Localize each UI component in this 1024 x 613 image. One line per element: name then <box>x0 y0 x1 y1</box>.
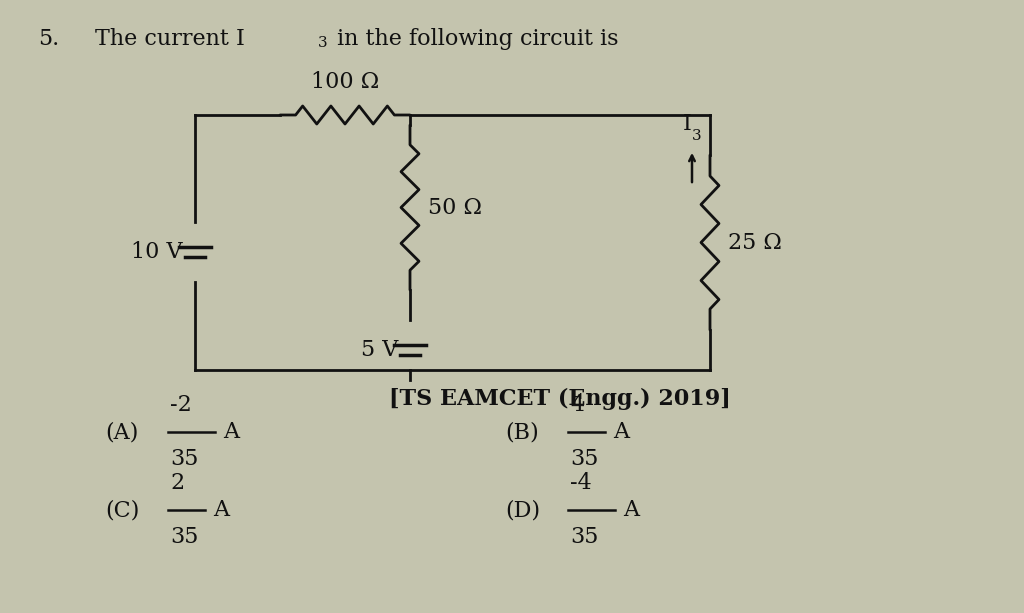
Text: [TS EAMCET (Engg.) 2019]: [TS EAMCET (Engg.) 2019] <box>389 388 731 410</box>
Text: A: A <box>213 499 229 521</box>
Text: 2: 2 <box>170 472 184 494</box>
Text: 35: 35 <box>570 526 598 548</box>
Text: 3: 3 <box>692 129 701 143</box>
Text: A: A <box>223 421 239 443</box>
Text: (A): (A) <box>105 421 138 443</box>
Text: 5 V: 5 V <box>360 339 398 361</box>
Text: 3: 3 <box>318 36 328 50</box>
Text: 35: 35 <box>570 448 598 470</box>
Text: (D): (D) <box>505 499 540 521</box>
Text: 10 V: 10 V <box>131 241 183 263</box>
Text: -4: -4 <box>570 472 592 494</box>
Text: 35: 35 <box>170 526 199 548</box>
Text: I: I <box>683 113 691 135</box>
Text: (C): (C) <box>105 499 139 521</box>
Text: A: A <box>623 499 639 521</box>
Text: 4: 4 <box>570 394 584 416</box>
Text: in the following circuit is: in the following circuit is <box>330 28 618 50</box>
Text: 50 Ω: 50 Ω <box>428 197 482 218</box>
Text: (B): (B) <box>505 421 539 443</box>
Text: The current I: The current I <box>95 28 245 50</box>
Text: 35: 35 <box>170 448 199 470</box>
Text: 100 Ω: 100 Ω <box>311 71 379 93</box>
Text: -2: -2 <box>170 394 191 416</box>
Text: 25 Ω: 25 Ω <box>728 232 782 254</box>
Text: 5.: 5. <box>38 28 59 50</box>
Text: A: A <box>613 421 629 443</box>
